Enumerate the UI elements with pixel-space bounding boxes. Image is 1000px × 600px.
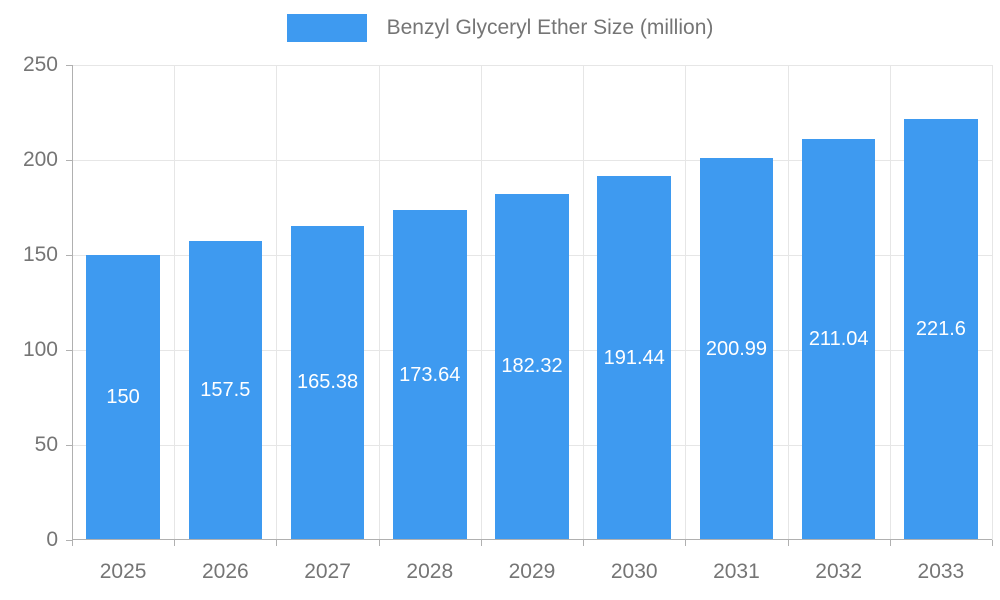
plot-area: 150 157.5 165.38 173.64 182.32 191.44 200.99 21… [72,65,993,540]
bar-2027[interactable]: 165.38 [290,225,365,540]
v-gridline [583,65,585,540]
v-gridline [174,65,176,540]
bar-2026[interactable]: 157.5 [188,240,263,540]
y-tick-label: 150 [22,243,58,266]
bar-value-label: 211.04 [808,328,869,350]
h-gridline [72,65,992,66]
y-axis-line [72,65,73,540]
v-gridline [480,65,482,540]
bar-2031[interactable]: 200.99 [699,158,774,540]
v-gridline [992,65,993,540]
x-tick-label: 2025 [99,560,147,583]
bar-value-label: 150 [106,386,140,408]
y-tick-label: 50 [34,433,58,456]
bar-2032[interactable]: 211.04 [801,139,876,540]
x-tick-mark [685,540,687,546]
x-tick-label: 2029 [508,560,556,583]
x-tick-mark [480,540,482,546]
bar-value-label: 173.64 [399,363,461,386]
x-axis-line [72,539,992,540]
x-tick-label: 2026 [201,560,249,583]
x-tick-label: 2028 [406,560,454,583]
bar-value-label: 157.5 [200,378,251,401]
v-gridline [787,65,789,540]
y-tick-label: 0 [46,528,58,551]
x-tick-mark [72,540,73,546]
x-tick-label: 2033 [917,560,965,583]
bar-2030[interactable]: 191.44 [597,176,672,540]
y-tick-mark [66,65,72,66]
x-tick-label: 2030 [610,560,658,583]
bar-value-label: 200.99 [705,337,768,360]
y-tick-mark [66,255,72,256]
y-tick-mark [66,350,72,351]
bar-value-label: 191.44 [603,346,665,369]
bar-value-label: 182.32 [501,355,563,378]
x-tick-label: 2027 [304,560,351,583]
x-tick-label: 2032 [815,560,863,583]
bar-value-label: 165.38 [296,371,359,394]
y-tick-mark [66,540,72,541]
x-tick-label: 2031 [713,560,760,583]
x-tick-mark [787,540,789,546]
x-tick-mark [583,540,585,546]
y-tick-mark [66,160,72,161]
x-tick-mark [992,540,993,546]
legend[interactable]: Benzyl Glyceryl Ether Size (million) [0,14,1000,42]
y-tick-label: 100 [22,338,58,361]
bar-2028[interactable]: 173.64 [392,210,467,540]
y-tick-label: 200 [22,148,58,171]
bar-value-label: 221.6 [915,317,966,340]
y-tick-mark [66,445,72,446]
x-tick-mark [889,540,891,546]
y-tick-label: 250 [22,53,58,76]
bar-2033[interactable]: 221.6 [904,118,978,540]
x-tick-mark [378,540,380,546]
v-gridline [889,65,891,540]
x-tick-mark [276,540,278,546]
legend-swatch [286,14,367,42]
h-gridline [72,160,992,161]
bar-2029[interactable]: 182.32 [495,193,569,540]
v-gridline [378,65,380,540]
legend-label: Benzyl Glyceryl Ether Size (million) [386,16,714,39]
v-gridline [276,65,278,540]
bar-2025[interactable]: 150 [86,255,160,540]
x-tick-mark [174,540,176,546]
v-gridline [685,65,687,540]
